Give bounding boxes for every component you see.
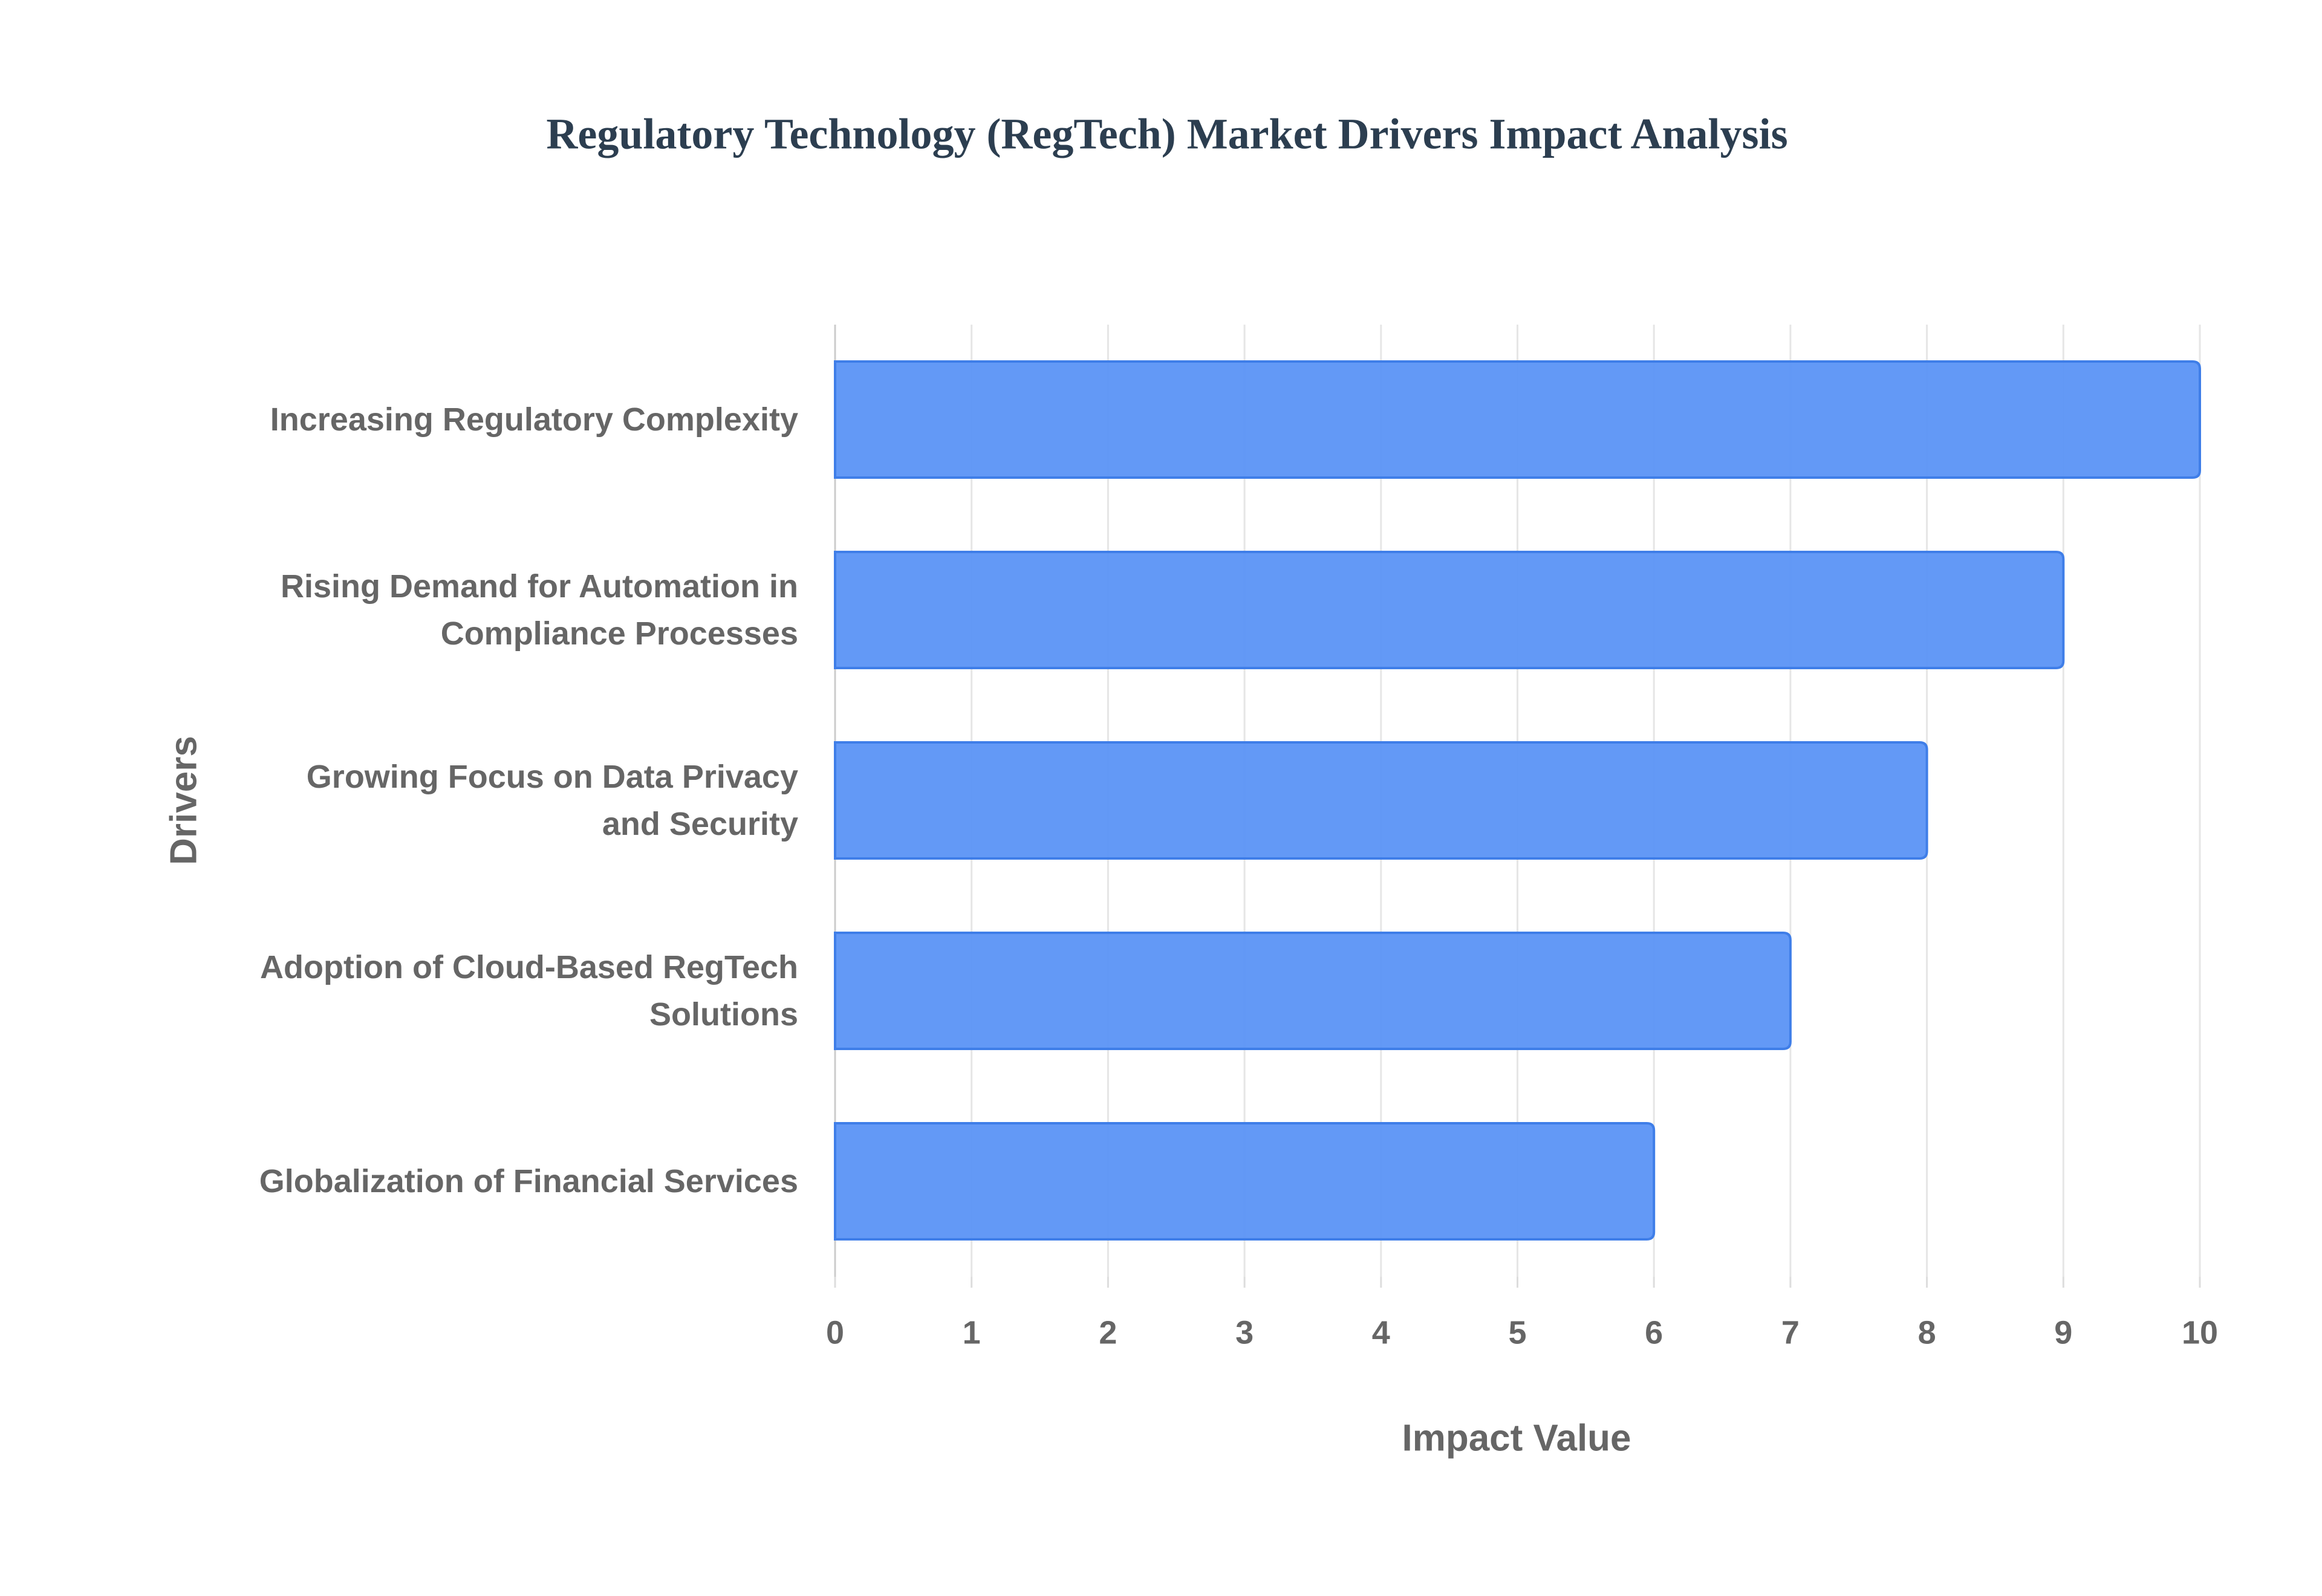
x-tick-label: 0 bbox=[826, 1314, 844, 1351]
y-tick-label: Rising Demand for Automation in Complian… bbox=[281, 568, 798, 652]
y-tick-label-box: Increasing Regulatory Complexity bbox=[270, 401, 798, 438]
x-tick-label: 7 bbox=[1781, 1314, 1800, 1351]
y-tick-label: Globalization of Financial Services bbox=[259, 1163, 798, 1199]
x-tick-label: 4 bbox=[1372, 1314, 1390, 1351]
y-tick-label: Adoption of Cloud-Based RegTech Solution… bbox=[260, 949, 798, 1033]
bar bbox=[834, 360, 2201, 479]
x-tick-label: 8 bbox=[1918, 1314, 1936, 1351]
y-tick-label-box: Adoption of Cloud-Based RegTech Solution… bbox=[260, 949, 798, 1033]
chart-title: Regulatory Technology (RegTech) Market D… bbox=[546, 110, 1787, 158]
y-tick-label-box: Rising Demand for Automation in Complian… bbox=[281, 568, 798, 652]
bar bbox=[834, 741, 1928, 860]
bar bbox=[834, 932, 1792, 1050]
x-axis-title: Impact Value bbox=[1402, 1417, 1631, 1459]
bar bbox=[834, 1122, 1656, 1241]
y-tick-label: Growing Focus on Data Privacy and Securi… bbox=[306, 759, 798, 842]
x-tick-label: 6 bbox=[1645, 1314, 1663, 1351]
y-tick-label-box: Globalization of Financial Services bbox=[259, 1163, 798, 1199]
x-tick-label: 9 bbox=[2054, 1314, 2072, 1351]
x-tick-label: 10 bbox=[2182, 1314, 2218, 1351]
y-tick-label-box: Growing Focus on Data Privacy and Securi… bbox=[306, 759, 798, 842]
y-axis-title: Drivers bbox=[163, 736, 204, 865]
x-tick-label: 1 bbox=[963, 1314, 981, 1351]
x-tick-label: 3 bbox=[1235, 1314, 1254, 1351]
x-tick-label: 5 bbox=[1508, 1314, 1526, 1351]
y-tick-label: Increasing Regulatory Complexity bbox=[270, 401, 798, 438]
bar bbox=[834, 551, 2065, 669]
x-tick-label: 2 bbox=[1099, 1314, 1117, 1351]
